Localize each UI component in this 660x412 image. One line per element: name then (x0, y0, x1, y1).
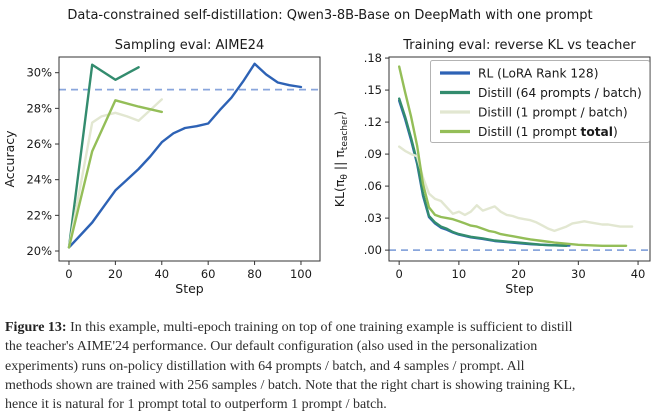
legend-label-3: Distill (1 prompt total) (478, 125, 618, 139)
x-tick-label: 20 (511, 267, 526, 281)
chart-title: Sampling eval: AIME24 (115, 38, 264, 53)
figure-caption: Figure 13: In this example, multi-epoch … (5, 318, 657, 412)
caption-label: Figure 13: (5, 320, 67, 335)
y-tick-label: .18 (364, 51, 382, 65)
y-axis-label: Accuracy (2, 130, 17, 188)
legend-label-2: Distill (1 prompt / batch) (478, 106, 628, 120)
x-tick-label: 80 (247, 267, 262, 281)
chart-sampling-eval-aime24: Sampling eval: AIME24 0 20 40 60 80 100 20% 22% 2… (0, 36, 330, 300)
x-tick-label: 30 (571, 267, 586, 281)
x-tick-label: 60 (201, 267, 216, 281)
plot-frame (388, 56, 651, 262)
series-line-3 (67, 99, 163, 249)
series-line-2 (67, 98, 163, 249)
x-tick-label: 40 (631, 267, 646, 281)
y-tick-label: 22% (26, 208, 52, 222)
figure-title: Data-constrained self-distillation: Qwen… (67, 8, 593, 23)
caption-body: In this example, multi-epoch training on… (5, 320, 576, 412)
series-line-1 (67, 63, 140, 249)
x-tick-label: 40 (154, 267, 169, 281)
y-tick-label: .06 (364, 179, 382, 193)
legend-label-1: Distill (64 prompts / batch) (478, 86, 642, 100)
chart-title: Training eval: reverse KL vs teacher (402, 38, 636, 53)
legend-box (430, 60, 650, 143)
plot-frame (58, 56, 321, 262)
x-tick-label: 0 (65, 267, 72, 281)
y-tick-label: 20% (26, 244, 52, 258)
y-axis-label: KL(πθ || πteacher) (332, 111, 350, 207)
y-tick-label: .03 (364, 211, 382, 225)
x-axis-label: Step (505, 281, 534, 296)
y-tick-label: 26% (26, 137, 52, 151)
y-tick-label: .09 (364, 147, 382, 161)
y-tick-label: 28% (26, 101, 52, 115)
chart-training-eval-reverse-kl: Training eval: reverse KL vs teacher 0 10 2… (330, 36, 660, 300)
x-tick-label: 10 (452, 267, 467, 281)
chart-right-svg: Training eval: reverse KL vs teacher 0 10 2… (332, 38, 651, 296)
y-tick-label: .12 (364, 115, 382, 129)
legend-label-0: RL (LoRA Rank 128) (478, 67, 598, 81)
series-line-1 (398, 97, 568, 247)
series-line-3 (398, 65, 628, 247)
y-tick-label: .15 (364, 83, 382, 97)
chart-left-svg: Sampling eval: AIME24 0 20 40 60 80 100 20% 22% 2… (2, 38, 321, 296)
x-tick-label: 0 (395, 267, 402, 281)
legend: RL (LoRA Rank 128) Distill (64 prompts / … (430, 60, 650, 143)
y-tick-label: 30% (26, 66, 52, 80)
y-tick-label: .00 (364, 243, 382, 257)
series-line-2 (398, 145, 634, 233)
series-line-0 (67, 62, 303, 249)
x-tick-label: 20 (108, 267, 123, 281)
x-tick-label: 100 (290, 267, 312, 281)
x-axis-label: Step (175, 281, 204, 296)
y-tick-label: 24% (26, 173, 52, 187)
